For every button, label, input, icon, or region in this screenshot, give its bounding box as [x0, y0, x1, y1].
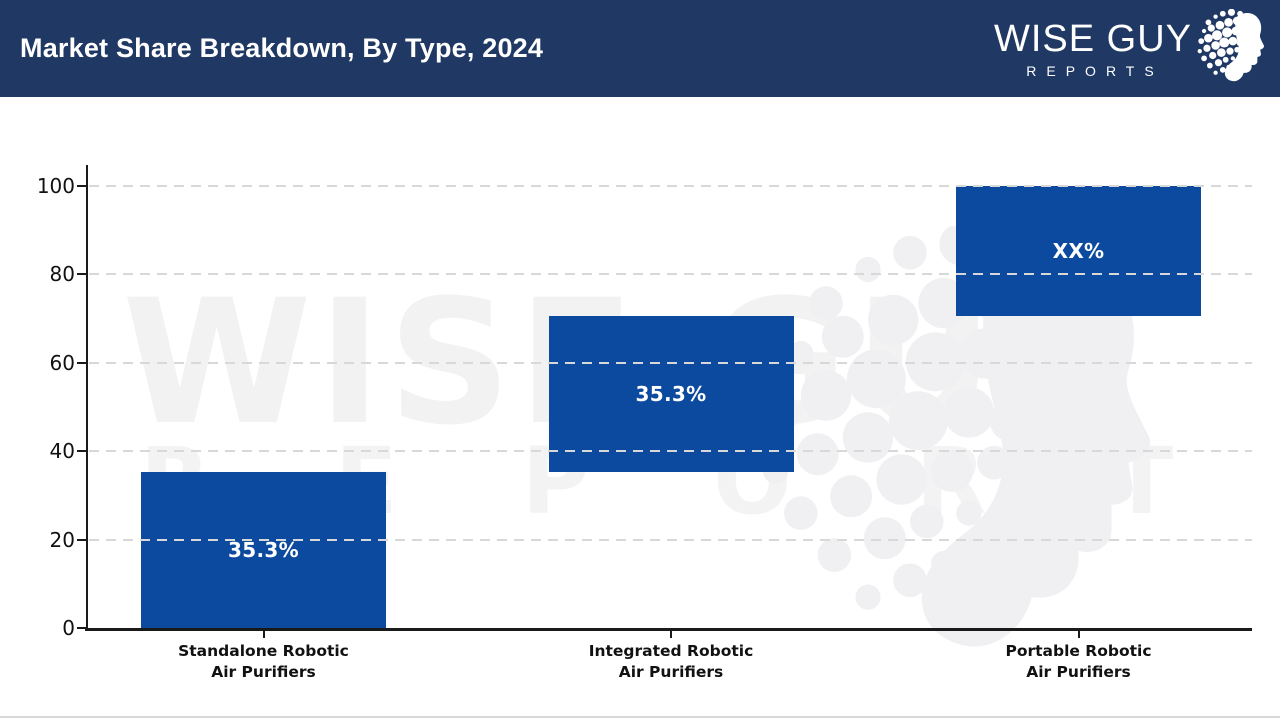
y-tick-label: 100: [36, 174, 75, 198]
bar-segment: 35.3%: [141, 471, 386, 628]
x-category-label: Standalone Robotic Air Purifiers: [134, 641, 394, 683]
chart-title: Market Share Breakdown, By Type, 2024: [20, 33, 544, 63]
bar-value-label: 35.3%: [635, 381, 707, 406]
gridline: [89, 185, 1252, 187]
y-tick-mark: [77, 450, 86, 453]
x-category-label-line: Air Purifiers: [1026, 663, 1131, 681]
gridline: [89, 273, 1252, 276]
x-category-label: Integrated Robotic Air Purifiers: [541, 641, 801, 683]
gridline: [89, 538, 1252, 541]
x-category-label: Portable Robotic Air Purifiers: [949, 641, 1209, 683]
wiseguy-head-icon: [1194, 9, 1266, 89]
header-bar: Market Share Breakdown, By Type, 2024 WI…: [0, 0, 1280, 97]
bottom-divider: [0, 716, 1280, 718]
x-category-label-line: Portable Robotic: [1005, 642, 1152, 660]
x-category-label-line: Air Purifiers: [211, 663, 316, 681]
x-category-label-line: Air Purifiers: [618, 663, 724, 681]
y-tick-label: 80: [49, 262, 75, 287]
bar-value-label: 35.3%: [228, 537, 299, 562]
x-tick-mark: [670, 631, 672, 638]
x-category-label-line: Integrated Robotic: [588, 642, 754, 660]
y-tick-mark: [77, 273, 86, 276]
y-tick-label: 0: [62, 616, 75, 640]
x-tick-mark: [1077, 631, 1080, 638]
y-tick-label: 40: [49, 439, 75, 464]
y-tick-mark: [77, 185, 86, 187]
y-tick-mark: [77, 538, 86, 541]
gridline: [89, 361, 1252, 364]
logo-subname: REPORTS: [1026, 62, 1164, 79]
logo-name: WISE GUY: [993, 17, 1192, 60]
y-tick-label: 60: [49, 350, 75, 375]
x-tick-mark: [262, 631, 265, 638]
y-axis-line: [86, 165, 88, 630]
bar-segment: 35.3%: [548, 315, 794, 472]
y-tick-mark: [77, 627, 86, 629]
y-tick-mark: [77, 361, 86, 364]
x-category-label-line: Standalone Robotic: [178, 642, 349, 660]
y-tick-label: 20: [49, 527, 75, 552]
x-axis-line: [85, 628, 1252, 631]
bar-value-label: XX%: [1052, 238, 1105, 263]
gridline: [89, 450, 1252, 453]
wiseguy-logo: WISE GUY REPORTS: [994, 9, 1266, 89]
bar-segment: XX%: [956, 186, 1201, 316]
